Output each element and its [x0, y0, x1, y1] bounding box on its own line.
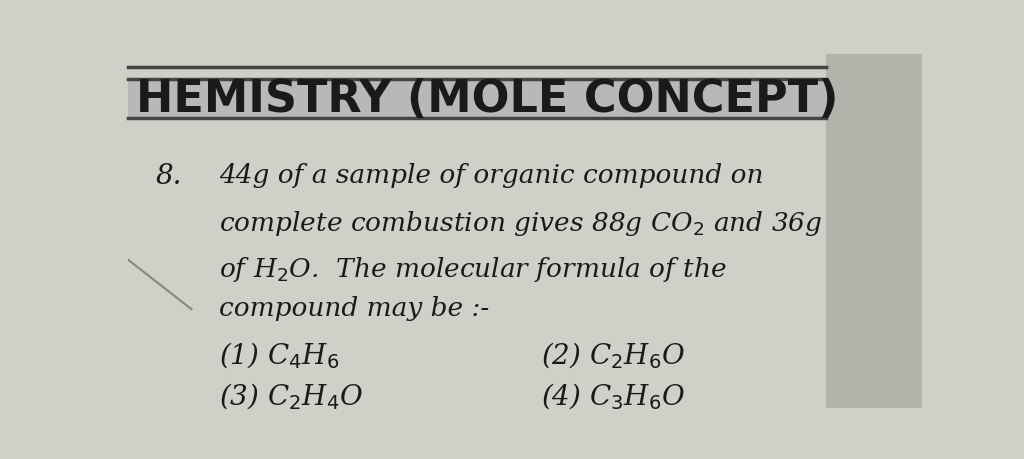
Bar [128, 80, 826, 119]
Bar [826, 55, 922, 409]
Text: (1) C$_4$H$_6$: (1) C$_4$H$_6$ [219, 340, 340, 370]
Text: (4) C$_3$H$_6$O: (4) C$_3$H$_6$O [541, 380, 685, 411]
Text: compound may be :-: compound may be :- [219, 296, 489, 320]
Text: complete combustion gives 88g CO$_2$ and 36g: complete combustion gives 88g CO$_2$ and… [219, 209, 822, 238]
Text: 8.: 8. [156, 163, 182, 190]
Text: (3) C$_2$H$_4$O: (3) C$_2$H$_4$O [219, 380, 364, 411]
Text: of H$_2$O.  The molecular formula of the: of H$_2$O. The molecular formula of the [219, 255, 727, 284]
Text: HEMISTRY (MOLE CONCEPT): HEMISTRY (MOLE CONCEPT) [136, 78, 839, 121]
Text: (2) C$_2$H$_6$O: (2) C$_2$H$_6$O [541, 340, 685, 370]
Text: 44g of a sample of organic compound on: 44g of a sample of organic compound on [219, 163, 764, 188]
